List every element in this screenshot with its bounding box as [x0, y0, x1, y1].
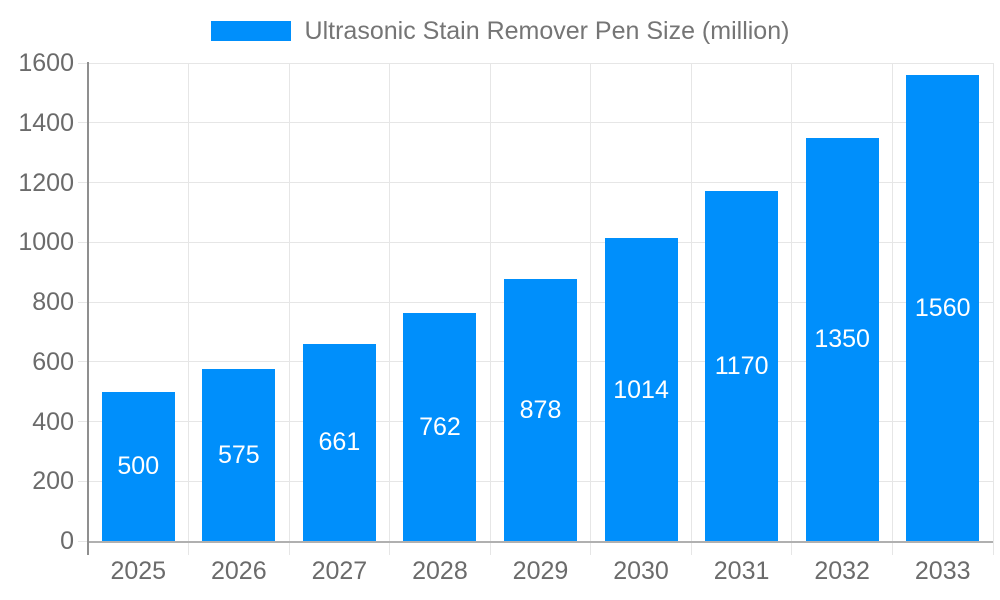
bar-value-label: 661	[318, 428, 361, 457]
bar-value-label: 1170	[714, 352, 769, 381]
bar-value-label: 1560	[914, 293, 971, 322]
bar-2027[interactable]	[302, 343, 376, 541]
y-axis-tick	[78, 421, 88, 422]
y-axis-line	[87, 62, 89, 555]
y-axis-tick-label: 200	[32, 467, 74, 496]
y-axis-tick-label: 800	[32, 288, 74, 316]
gridline-vertical	[590, 63, 592, 555]
x-axis-tick-label: 2028	[412, 557, 468, 585]
gridline-horizontal	[88, 62, 993, 64]
gridline-horizontal	[88, 182, 993, 183]
gridline-horizontal	[88, 241, 993, 243]
x-axis-tick-label: 2033	[914, 557, 971, 585]
bar-2025[interactable]	[101, 391, 175, 541]
bar-value-label: 575	[217, 441, 260, 470]
bar-value-label: 500	[117, 452, 160, 481]
y-axis-tick-label: 1400	[18, 108, 74, 137]
x-axis-tick-label: 2025	[110, 557, 167, 585]
y-axis-tick	[78, 301, 88, 303]
gridline-vertical	[992, 63, 994, 555]
bar-value-label: 762	[419, 413, 461, 442]
bar-value-label: 878	[519, 395, 562, 424]
gridline-vertical	[188, 63, 190, 555]
bar-2029[interactable]	[504, 278, 577, 541]
y-axis-tick	[78, 122, 88, 124]
y-axis-tick-label: 400	[32, 407, 74, 436]
bar-2026[interactable]	[202, 369, 276, 541]
x-axis-line	[88, 540, 993, 543]
gridline-vertical	[791, 63, 793, 555]
bar-2032[interactable]	[805, 137, 879, 541]
y-axis-tick	[78, 62, 88, 64]
gridline-vertical	[489, 63, 491, 555]
x-axis-tick-label: 2026	[211, 557, 267, 585]
gridline-vertical	[288, 63, 290, 555]
legend-label: Ultrasonic Stain Remover Pen Size (milli…	[304, 17, 790, 45]
x-axis-tick-label: 2030	[613, 557, 669, 585]
x-axis-tick-label: 2032	[814, 557, 870, 585]
x-axis-tick-label: 2027	[311, 557, 368, 585]
gridline-vertical	[690, 63, 692, 555]
bar-2030[interactable]	[604, 238, 678, 541]
bar-value-label: 1014	[613, 375, 669, 404]
bar-2028[interactable]	[403, 313, 477, 541]
gridline-horizontal	[88, 122, 993, 124]
y-axis-tick-label: 1000	[18, 228, 74, 257]
y-axis-tick-label: 1600	[18, 49, 74, 77]
bar-2031[interactable]	[705, 191, 779, 541]
x-axis-tick-label: 2029	[512, 557, 569, 585]
y-axis-tick	[78, 540, 88, 542]
gridline-vertical	[891, 63, 893, 555]
y-axis-tick-label: 0	[60, 527, 74, 555]
y-axis-tick	[78, 182, 88, 183]
bar-2033[interactable]	[906, 74, 980, 541]
gridline-vertical	[389, 63, 391, 555]
y-axis-tick-label: 600	[32, 347, 74, 376]
y-axis-tick	[78, 241, 88, 243]
y-axis-tick	[78, 480, 88, 482]
y-axis-tick-label: 1200	[18, 168, 74, 197]
y-axis-tick	[78, 361, 88, 363]
x-axis-tick-label: 2031	[713, 557, 770, 585]
legend-marker-swatch	[210, 21, 291, 41]
legend-item[interactable]: Ultrasonic Stain Remover Pen Size (milli…	[0, 17, 1000, 45]
bar-value-label: 1350	[814, 325, 870, 354]
